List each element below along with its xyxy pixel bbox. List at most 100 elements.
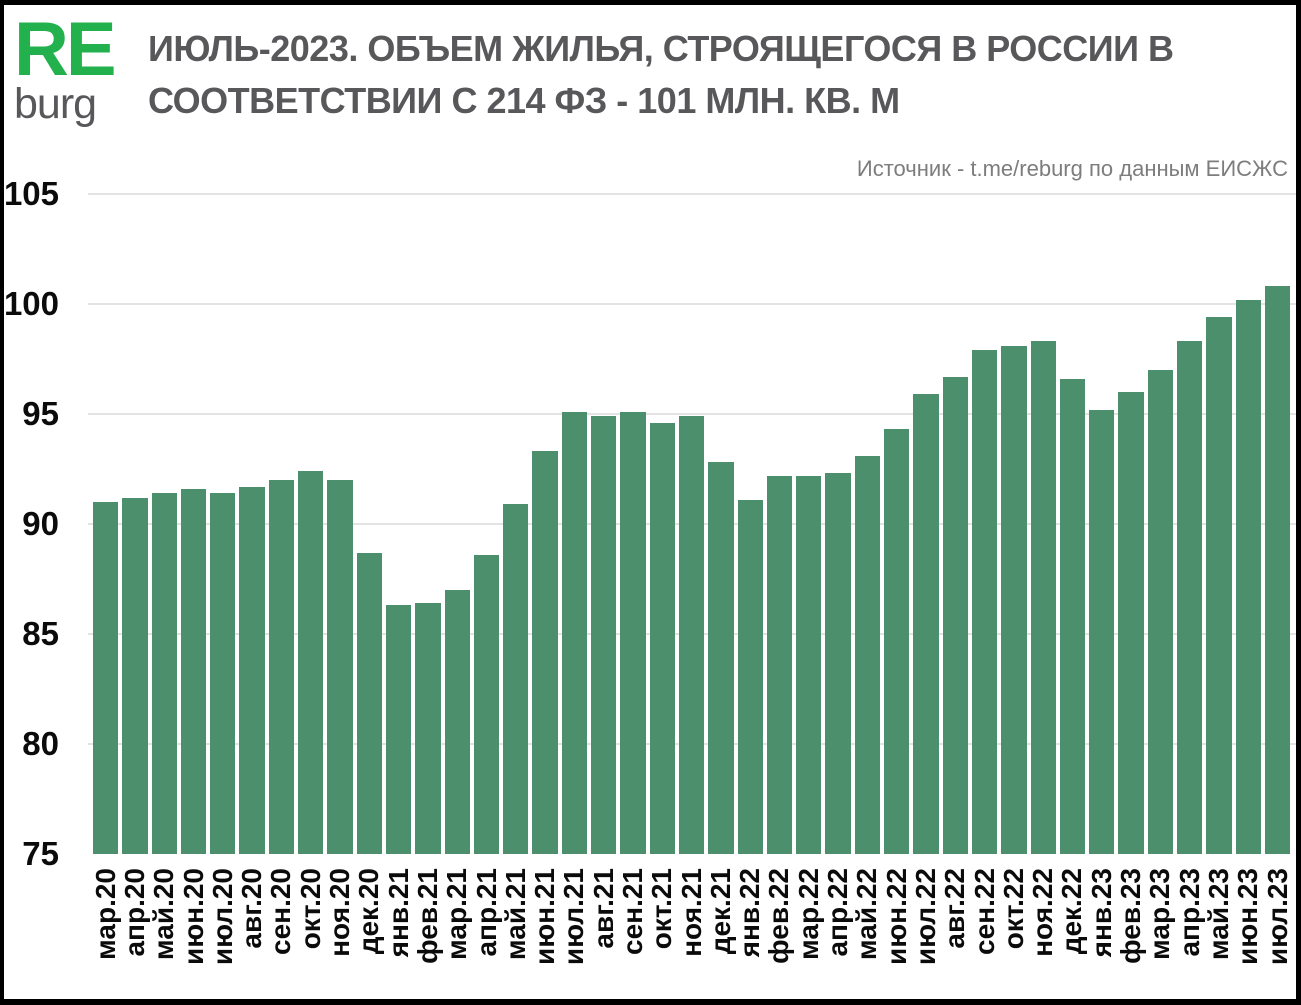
- bar-сен.20: [268, 480, 295, 854]
- gridline: [88, 413, 1296, 415]
- source-caption: Источник - t.me/reburg по данным ЕИСЖС: [856, 156, 1288, 181]
- bar-май.21: [503, 504, 529, 854]
- x-tick-text: мар.21: [441, 868, 473, 960]
- x-tick-text: май.21: [499, 868, 531, 961]
- x-tick-text: янв.21: [382, 868, 414, 958]
- x-tick-label: мар.23: [1144, 868, 1176, 998]
- x-tick-text: июл.21: [558, 868, 590, 966]
- x-tick-text: окт.21: [646, 868, 678, 950]
- header: RE burg ИЮЛЬ-2023. ОБЪЕМ ЖИЛЬЯ, СТРОЯЩЕГ…: [14, 9, 1174, 127]
- x-tick-label: дек.21: [704, 868, 736, 998]
- bar-фев.21: [415, 603, 441, 854]
- bar-мар.21: [444, 590, 470, 854]
- x-tick-label: май.22: [851, 868, 883, 998]
- x-tick-text: янв.22: [734, 868, 766, 958]
- bars-container: [93, 194, 1291, 854]
- bar-янв.21: [385, 605, 412, 854]
- x-tick-text: мар.20: [89, 868, 121, 960]
- x-tick-label: фев.21: [411, 868, 443, 998]
- x-tick-label: авг.21: [587, 868, 619, 998]
- x-tick-label: мар.20: [89, 868, 121, 998]
- logo-burg-text: burg: [14, 80, 97, 129]
- x-tick-text: фев.21: [411, 868, 443, 964]
- x-tick-text: ноя.22: [1027, 868, 1059, 957]
- x-tick-text: дек.22: [1056, 868, 1088, 955]
- x-tick-label: янв.21: [382, 868, 414, 998]
- reburg-logo: RE burg: [14, 9, 117, 129]
- x-tick-text: фев.22: [763, 868, 795, 964]
- x-tick-text: авг.20: [236, 868, 268, 949]
- x-tick-label: июл.22: [909, 868, 941, 998]
- x-tick-label: сен.22: [969, 868, 1000, 998]
- plot-area: [88, 193, 1296, 854]
- bar-ноя.21: [678, 416, 705, 854]
- bar-фев.23: [1118, 392, 1144, 854]
- bar-июн.21: [532, 451, 558, 854]
- x-tick-text: май.20: [148, 868, 180, 961]
- bar-апр.23: [1176, 341, 1203, 854]
- x-tick-text: июн.20: [177, 868, 209, 965]
- y-tick-label: 95: [22, 395, 59, 432]
- x-tick-text: мар.23: [1144, 868, 1176, 960]
- bar-окт.22: [1001, 345, 1027, 854]
- bar-окт.21: [649, 422, 675, 854]
- x-tick-text: авг.22: [939, 868, 971, 949]
- x-tick-label: янв.23: [1085, 868, 1117, 998]
- x-tick-text: июл.22: [909, 868, 941, 966]
- bar-апр.22: [825, 473, 851, 854]
- x-tick-text: ноя.21: [675, 868, 707, 957]
- x-tick-label: ноя.21: [675, 868, 707, 998]
- x-tick-label: июн.21: [529, 868, 561, 998]
- x-tick-text: апр.23: [1173, 868, 1205, 957]
- x-tick-label: фев.23: [1115, 868, 1146, 998]
- x-tick-label: июл.20: [206, 868, 238, 998]
- bar-ноя.20: [327, 480, 353, 854]
- x-tick-text: янв.23: [1085, 868, 1117, 958]
- x-tick-label: апр.23: [1173, 868, 1205, 998]
- x-tick-text: сен.21: [617, 868, 648, 955]
- x-tick-label: июл.21: [558, 868, 590, 998]
- bar-май.22: [854, 455, 881, 854]
- x-tick-label: сен.21: [617, 868, 648, 998]
- x-tick-label: май.21: [499, 868, 531, 998]
- bar-июл.23: [1264, 286, 1291, 854]
- x-tick-label: ноя.20: [324, 868, 356, 998]
- x-tick-label: мар.22: [792, 868, 824, 998]
- x-tick-text: ноя.20: [324, 868, 356, 957]
- gridline: [88, 303, 1296, 305]
- x-tick-text: авг.21: [587, 868, 619, 949]
- bar-авг.22: [942, 376, 968, 854]
- x-tick-label: окт.20: [295, 868, 326, 998]
- bar-дек.20: [356, 552, 382, 854]
- x-axis-labels: мар.20 апр.20 май.20 июн.20 июл.20 авг.20 сен.…: [89, 868, 1293, 998]
- bar-июл.22: [913, 394, 939, 854]
- chart-title-line1: ИЮЛЬ-2023. ОБЪЕМ ЖИЛЬЯ, СТРОЯЩЕГОСЯ В РО…: [148, 28, 1174, 69]
- x-tick-text: июн.23: [1232, 868, 1264, 965]
- y-axis: 105 100 95 90 85 80 75: [3, 175, 88, 872]
- x-tick-text: июн.21: [529, 868, 561, 965]
- y-tick-label: 100: [3, 285, 59, 322]
- x-tick-text: сен.20: [265, 868, 297, 955]
- bar-май.20: [151, 493, 177, 854]
- bar-май.23: [1206, 317, 1232, 854]
- x-tick-text: май.22: [851, 868, 883, 961]
- bar-окт.20: [298, 471, 324, 854]
- y-tick-label: 90: [22, 505, 59, 542]
- x-tick-text: июл.23: [1261, 868, 1293, 966]
- x-tick-label: апр.22: [822, 868, 854, 998]
- x-tick-text: июл.20: [206, 868, 238, 966]
- bar-июл.20: [210, 493, 236, 854]
- bar-ноя.22: [1030, 341, 1056, 854]
- x-tick-label: май.20: [148, 868, 180, 998]
- x-tick-label: июн.20: [177, 868, 209, 998]
- bar-авг.21: [591, 416, 617, 854]
- x-tick-text: апр.21: [470, 868, 502, 957]
- bar-мар.23: [1147, 370, 1173, 854]
- x-tick-label: июн.23: [1232, 868, 1264, 998]
- x-tick-label: янв.22: [734, 868, 766, 998]
- bar-июн.23: [1235, 299, 1261, 854]
- x-tick-text: мар.22: [792, 868, 824, 960]
- bar-июн.22: [884, 429, 910, 854]
- x-tick-text: апр.22: [822, 868, 854, 957]
- x-tick-text: дек.21: [704, 868, 736, 955]
